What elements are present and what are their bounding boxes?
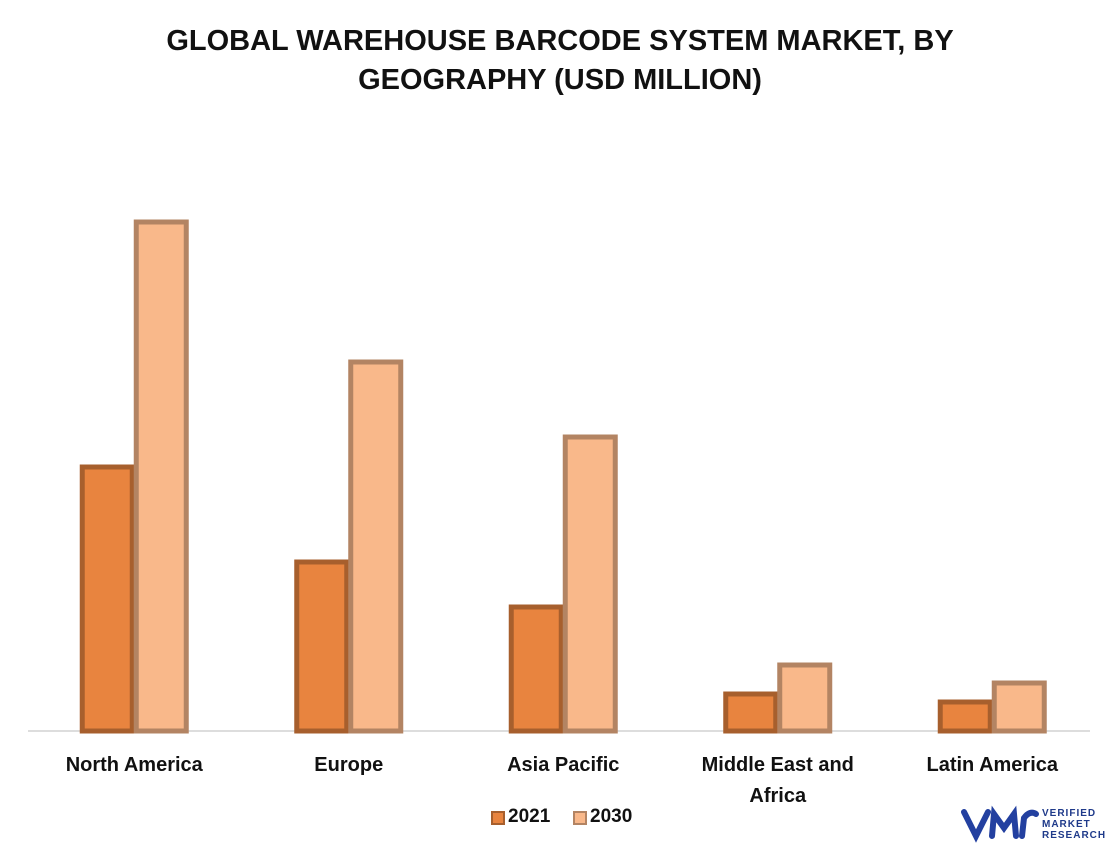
x-tick-label: Middle East and Africa bbox=[701, 754, 854, 807]
logo-text: RESEARCH bbox=[1042, 830, 1107, 841]
bar bbox=[777, 662, 833, 734]
logo-text: MARKET bbox=[1042, 819, 1091, 830]
logo-mark bbox=[961, 805, 1039, 843]
legend-swatch bbox=[573, 811, 587, 825]
bar bbox=[937, 699, 993, 734]
bar bbox=[508, 604, 564, 734]
bar bbox=[723, 691, 779, 734]
legend-label: 2030 bbox=[590, 806, 633, 827]
logo-text: VERIFIED bbox=[1042, 808, 1097, 819]
bar bbox=[133, 219, 189, 734]
x-tick-label: North America bbox=[65, 754, 203, 776]
legend-swatch bbox=[491, 811, 505, 825]
chart-title: GLOBAL WAREHOUSE BARCODE SYSTEM MARKET, … bbox=[166, 25, 954, 96]
x-tick-label: Europe bbox=[314, 754, 384, 776]
bar bbox=[348, 359, 404, 734]
bar bbox=[294, 559, 350, 734]
legend-label: 2021 bbox=[508, 806, 551, 827]
bar bbox=[79, 464, 135, 734]
x-tick-label: Latin America bbox=[926, 754, 1059, 776]
x-tick-label: Asia Pacific bbox=[507, 754, 620, 776]
bar bbox=[991, 680, 1047, 734]
bar bbox=[562, 434, 618, 734]
